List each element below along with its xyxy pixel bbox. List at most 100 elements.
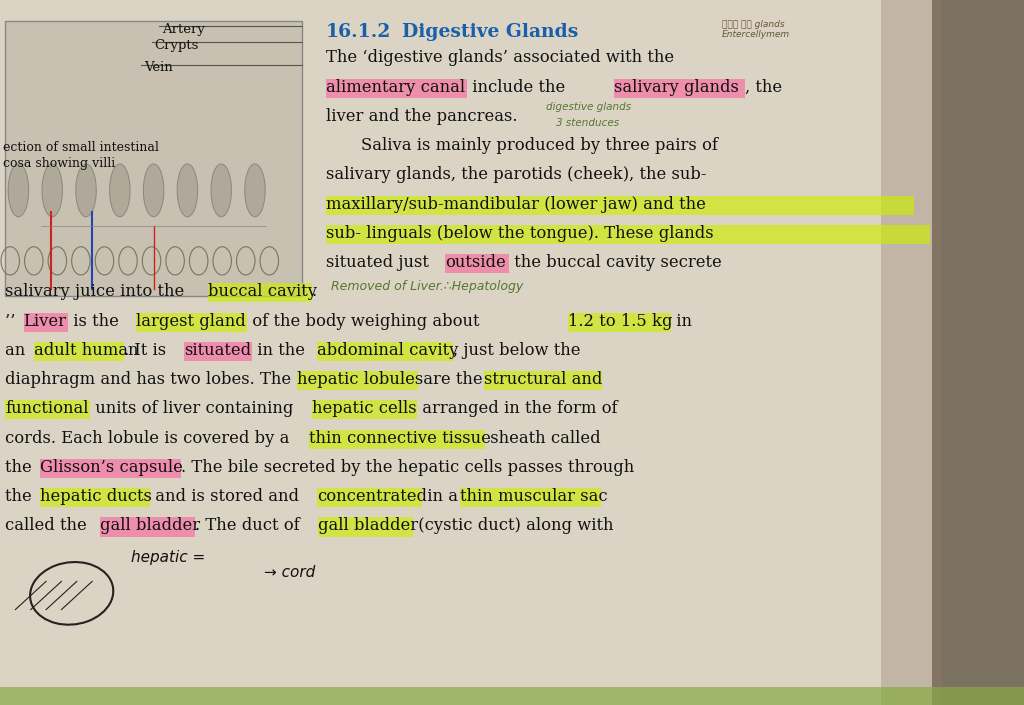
Bar bbox=[309, 429, 485, 448]
Bar bbox=[317, 342, 453, 361]
Bar bbox=[445, 254, 509, 273]
Text: structural and: structural and bbox=[484, 371, 603, 388]
Text: and is stored and: and is stored and bbox=[150, 488, 304, 505]
Bar bbox=[208, 283, 312, 302]
Text: arranged in the form of: arranged in the form of bbox=[417, 400, 617, 417]
Text: the buccal cavity secrete: the buccal cavity secrete bbox=[509, 254, 722, 271]
Bar bbox=[5, 21, 302, 296]
Bar bbox=[881, 0, 942, 705]
Bar bbox=[184, 342, 252, 361]
Text: hepatic cells: hepatic cells bbox=[312, 400, 417, 417]
Bar bbox=[34, 342, 124, 361]
Text: Removed of Liver.∴Hepatology: Removed of Liver.∴Hepatology bbox=[331, 280, 523, 293]
Bar bbox=[460, 488, 601, 507]
Text: thin connective tissue: thin connective tissue bbox=[309, 429, 492, 447]
Text: largest gland: largest gland bbox=[136, 312, 246, 330]
Text: hepatic lobules: hepatic lobules bbox=[297, 371, 423, 388]
Ellipse shape bbox=[211, 164, 231, 217]
Text: gall bladder: gall bladder bbox=[318, 517, 419, 534]
Bar bbox=[326, 195, 914, 214]
Text: → cord: → cord bbox=[264, 565, 315, 580]
Bar bbox=[312, 400, 417, 419]
Text: is the: is the bbox=[68, 312, 124, 330]
Text: (cystic duct) along with: (cystic duct) along with bbox=[413, 517, 613, 534]
Text: an: an bbox=[5, 342, 31, 359]
Text: the: the bbox=[5, 488, 37, 505]
Bar bbox=[932, 0, 1024, 705]
Text: 3 stenduces: 3 stenduces bbox=[556, 118, 620, 128]
Ellipse shape bbox=[110, 164, 130, 217]
Text: sub- linguals (below the tongue). These glands: sub- linguals (below the tongue). These … bbox=[326, 225, 714, 242]
Text: , just below the: , just below the bbox=[453, 342, 581, 359]
Bar bbox=[568, 312, 671, 331]
Text: The ‘digestive glands’ associated with the: The ‘digestive glands’ associated with t… bbox=[326, 49, 674, 66]
Text: liver and the pancreas.: liver and the pancreas. bbox=[326, 108, 517, 125]
Bar bbox=[100, 517, 195, 537]
Text: alimentary canal: alimentary canal bbox=[326, 78, 465, 96]
Ellipse shape bbox=[177, 164, 198, 217]
Text: maxillary/sub-mandibular (lower jaw) and the: maxillary/sub-mandibular (lower jaw) and… bbox=[326, 195, 706, 213]
Text: salivary juice into the: salivary juice into the bbox=[5, 283, 189, 300]
Bar bbox=[136, 312, 247, 331]
Bar bbox=[5, 400, 90, 419]
Text: Artery: Artery bbox=[162, 23, 205, 35]
Text: ऊपर के glands
Entercellymem: ऊपर के glands Entercellymem bbox=[722, 20, 791, 39]
Text: salivary glands, the parotids (cheek), the sub-: salivary glands, the parotids (cheek), t… bbox=[326, 166, 707, 183]
Bar bbox=[326, 78, 467, 97]
Text: situated just: situated just bbox=[326, 254, 434, 271]
Text: 16.1.2: 16.1.2 bbox=[326, 23, 391, 41]
Text: . It is: . It is bbox=[124, 342, 171, 359]
Ellipse shape bbox=[8, 164, 29, 217]
Text: abdominal cavity: abdominal cavity bbox=[317, 342, 459, 359]
Bar bbox=[40, 488, 150, 507]
Text: cords. Each lobule is covered by a: cords. Each lobule is covered by a bbox=[5, 429, 295, 447]
Text: digestive glands: digestive glands bbox=[546, 102, 631, 112]
Ellipse shape bbox=[76, 164, 96, 217]
Text: situated: situated bbox=[184, 342, 252, 359]
Ellipse shape bbox=[143, 164, 164, 217]
Text: functional: functional bbox=[5, 400, 89, 417]
Text: Glisson’s capsule: Glisson’s capsule bbox=[40, 459, 183, 476]
Text: gall bladder: gall bladder bbox=[100, 517, 201, 534]
Text: adult human: adult human bbox=[34, 342, 138, 359]
Text: hepatic ducts: hepatic ducts bbox=[40, 488, 152, 505]
Text: units of liver containing: units of liver containing bbox=[90, 400, 299, 417]
Bar bbox=[24, 312, 68, 331]
Bar bbox=[0, 687, 1024, 705]
Text: are the: are the bbox=[418, 371, 487, 388]
Bar bbox=[614, 78, 745, 97]
Bar bbox=[484, 371, 602, 390]
Bar bbox=[297, 371, 418, 390]
Text: ection of small intestinal: ection of small intestinal bbox=[3, 141, 159, 154]
Text: in the: in the bbox=[252, 342, 310, 359]
Text: .: . bbox=[312, 283, 323, 300]
Text: concentrated: concentrated bbox=[317, 488, 427, 505]
Ellipse shape bbox=[245, 164, 265, 217]
Text: 1.2 to 1.5 kg: 1.2 to 1.5 kg bbox=[568, 312, 673, 330]
Text: Vein: Vein bbox=[144, 61, 173, 74]
Ellipse shape bbox=[42, 164, 62, 217]
Bar bbox=[326, 225, 930, 244]
Text: buccal cavity: buccal cavity bbox=[208, 283, 316, 300]
Text: called the: called the bbox=[5, 517, 92, 534]
Text: , the: , the bbox=[745, 78, 782, 96]
Text: in a: in a bbox=[422, 488, 463, 505]
Text: diaphragm and has two lobes. The: diaphragm and has two lobes. The bbox=[5, 371, 297, 388]
Text: Crypts: Crypts bbox=[155, 39, 199, 51]
Text: ’’: ’’ bbox=[5, 312, 20, 330]
Text: . The bile secreted by the hepatic cells passes through: . The bile secreted by the hepatic cells… bbox=[181, 459, 635, 476]
Text: of the body weighing about: of the body weighing about bbox=[247, 312, 484, 330]
Text: hepatic =: hepatic = bbox=[131, 550, 206, 565]
Text: salivary glands: salivary glands bbox=[614, 78, 739, 96]
Bar bbox=[318, 517, 413, 537]
Text: cosa showing villi: cosa showing villi bbox=[3, 157, 116, 169]
Text: the: the bbox=[5, 459, 37, 476]
Text: Liver: Liver bbox=[24, 312, 67, 330]
Text: sheath called: sheath called bbox=[485, 429, 601, 447]
Text: . The duct of: . The duct of bbox=[195, 517, 304, 534]
Text: Digestive Glands: Digestive Glands bbox=[402, 23, 579, 41]
Text: outside: outside bbox=[445, 254, 506, 271]
Bar bbox=[40, 459, 181, 478]
Text: thin muscular sac: thin muscular sac bbox=[460, 488, 607, 505]
Text: in: in bbox=[671, 312, 692, 330]
